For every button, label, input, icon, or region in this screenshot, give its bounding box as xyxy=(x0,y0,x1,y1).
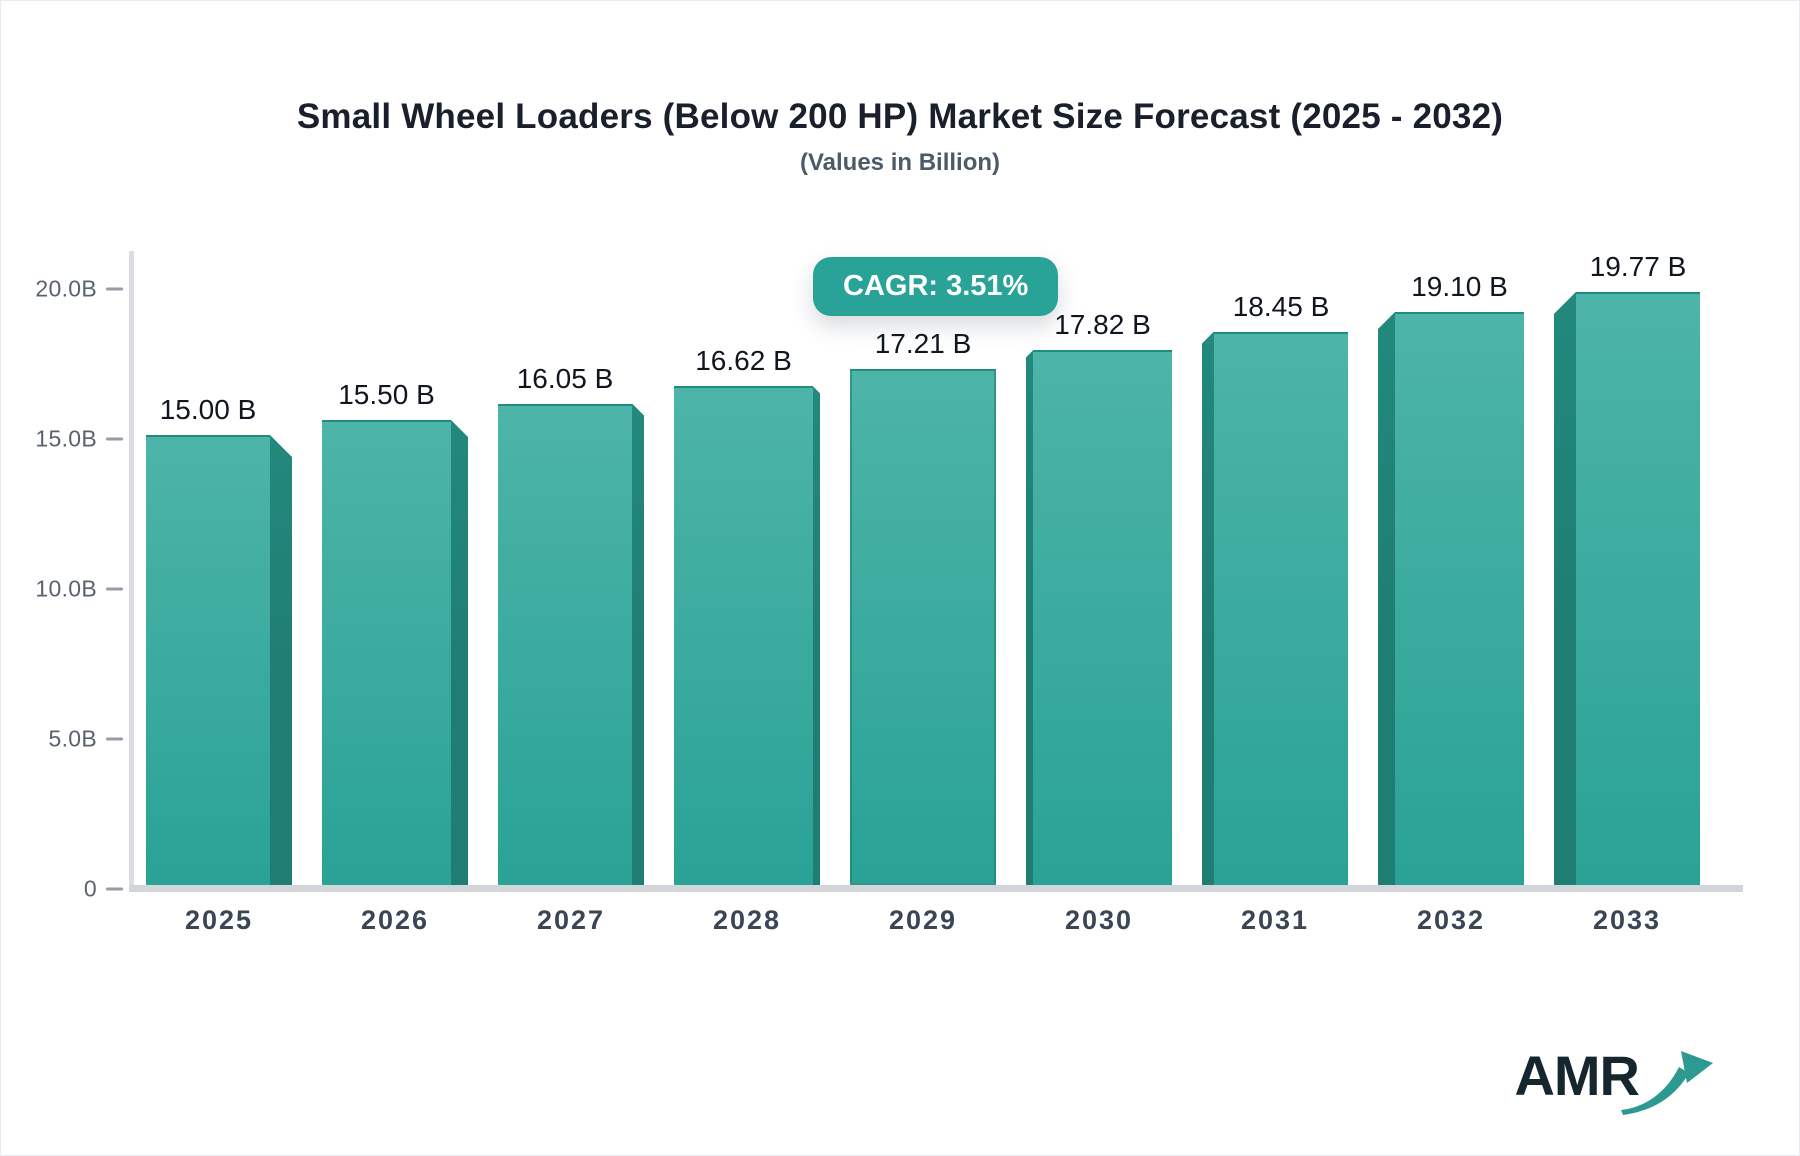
bar[interactable]: 19.77 B xyxy=(1554,251,1700,885)
bar-value-label: 16.62 B xyxy=(695,345,792,377)
bar-value-label: 15.00 B xyxy=(159,394,257,425)
y-tick-label: 10.0B xyxy=(35,575,97,602)
bar[interactable]: 17.21 B xyxy=(850,328,996,885)
x-axis-label: 2029 xyxy=(888,905,958,935)
bar-column: 15.00 B xyxy=(131,289,307,885)
bar-column: 15.50 B xyxy=(307,289,483,885)
y-tick: 0 xyxy=(1,876,123,903)
bar-side-shade xyxy=(632,403,644,885)
chart-title: Small Wheel Loaders (Below 200 HP) Marke… xyxy=(296,97,1504,136)
y-tick: 10.0B xyxy=(1,576,123,603)
bar-value-label: 17.82 B xyxy=(1054,309,1151,341)
y-tick-label: 15.0B xyxy=(35,425,97,452)
y-tick: 15.0B xyxy=(1,426,123,453)
bar-column: 19.77 B xyxy=(1539,251,1715,885)
x-axis-label: 2031 xyxy=(1240,905,1310,935)
bar-column: 19.10 B xyxy=(1363,271,1539,885)
bar-value-label: 19.77 B xyxy=(1589,250,1687,282)
bar[interactable]: 19.10 B xyxy=(1378,271,1524,885)
y-axis-line xyxy=(129,251,134,892)
bar-side-shade xyxy=(1554,291,1576,885)
bar-value-label: 15.50 B xyxy=(338,379,435,410)
cagr-badge: CAGR: 3.51% xyxy=(813,257,1059,316)
bar-side-shade xyxy=(1378,312,1395,885)
bar-column: 18.45 B xyxy=(1187,289,1363,885)
y-tick-mark xyxy=(106,737,123,741)
amr-logo-text: AMR xyxy=(1514,1043,1640,1107)
x-axis-label: 2028 xyxy=(712,905,782,935)
bar-face xyxy=(1395,312,1524,885)
bar[interactable]: 17.82 B xyxy=(1026,309,1172,885)
bar-face xyxy=(498,403,632,885)
x-axis-baseline xyxy=(129,885,1743,892)
bar-value-label: 16.05 B xyxy=(516,362,614,394)
bar-column: 17.21 B xyxy=(835,289,1011,885)
bar-side-shade xyxy=(270,435,292,885)
bar-face xyxy=(674,386,813,885)
bar[interactable]: 18.45 B xyxy=(1202,291,1348,885)
bar[interactable]: 15.50 B xyxy=(322,379,468,885)
x-axis-label: 2033 xyxy=(1592,905,1662,935)
y-tick-label: 5.0B xyxy=(48,725,97,752)
bar-face xyxy=(322,420,451,885)
y-tick-mark xyxy=(106,287,123,291)
bar-side-shade xyxy=(451,420,468,885)
bar-face xyxy=(850,368,996,885)
bar[interactable]: 16.62 B xyxy=(674,345,820,885)
bar-column: 16.62 B xyxy=(659,289,835,885)
bar-column: 16.05 B xyxy=(483,289,659,885)
bar[interactable]: 15.00 B xyxy=(146,394,292,885)
plot-columns: 15.00 B 15.50 B 16.05 B 16.62 B 17.21 B 17.82… xyxy=(131,251,1715,885)
bar-face xyxy=(1576,291,1700,885)
y-tick: 20.0B xyxy=(1,276,123,303)
bar-value-label: 19.10 B xyxy=(1411,271,1508,302)
bar-face xyxy=(1214,331,1348,885)
bar-value-label: 18.45 B xyxy=(1232,290,1330,322)
y-tick: 5.0B xyxy=(1,726,123,753)
y-tick-mark xyxy=(106,437,123,441)
x-axis-label: 2032 xyxy=(1416,905,1486,935)
x-axis-label: 2025 xyxy=(184,905,254,935)
amr-logo: AMR xyxy=(1514,1039,1715,1115)
bar-side-shade xyxy=(1202,331,1214,885)
bar-column: 17.82 B xyxy=(1011,289,1187,885)
x-axis-label: 2027 xyxy=(536,905,606,935)
y-tick-mark xyxy=(106,587,123,591)
x-axis-label: 2026 xyxy=(360,905,430,935)
growth-arrow-icon xyxy=(1621,1051,1713,1115)
bar-value-label: 17.21 B xyxy=(874,327,972,359)
y-tick-mark xyxy=(106,887,123,891)
bar[interactable]: 16.05 B xyxy=(498,363,644,885)
bar-side-shade xyxy=(813,386,820,885)
y-tick-label: 0 xyxy=(83,875,97,902)
x-axis-labels: 2025 2026 2027 2028 2029 2030 2031 2032 2033 xyxy=(131,905,1715,936)
y-tick-label: 20.0B xyxy=(35,275,97,302)
chart-subtitle: (Values in Billion) xyxy=(799,149,1001,176)
bar-side-shade xyxy=(1026,350,1033,885)
bar-face xyxy=(1033,350,1172,885)
bar-face xyxy=(146,435,270,885)
x-axis-label: 2030 xyxy=(1064,905,1134,935)
